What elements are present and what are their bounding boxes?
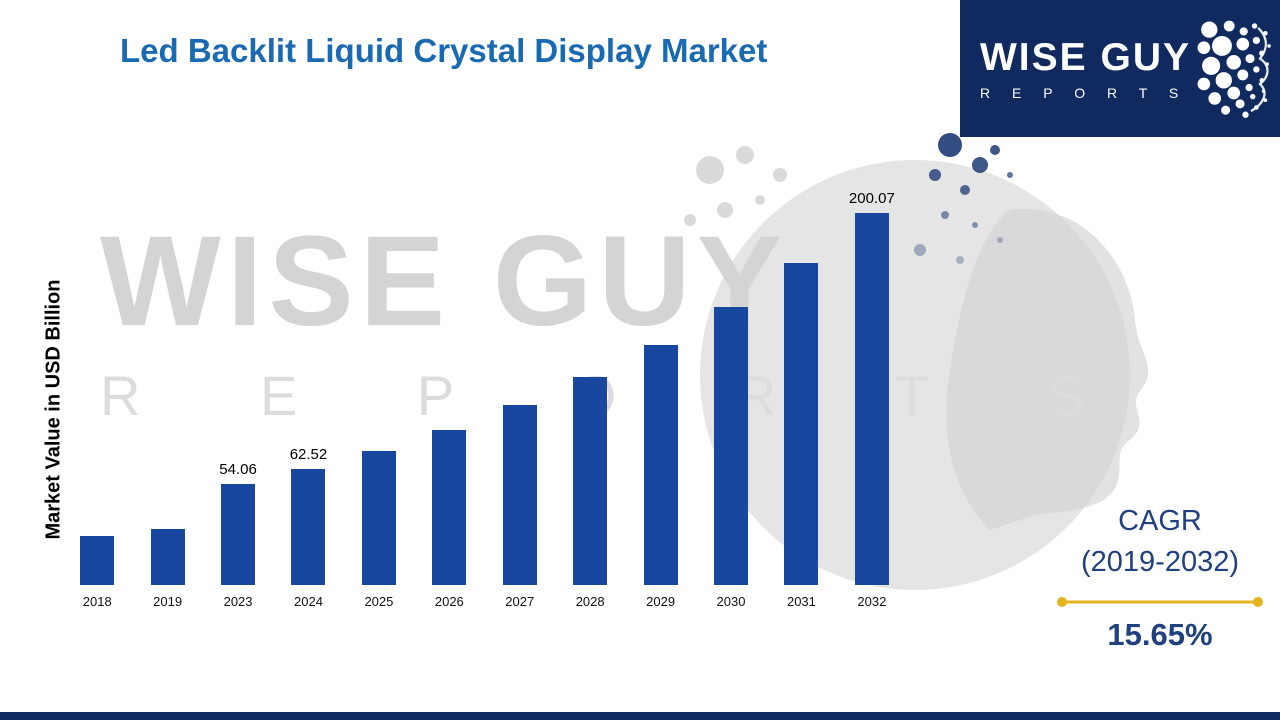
logo: WISE GUY R E P O R T S: [960, 0, 1280, 137]
y-axis-label: Market Value in USD Billion: [42, 279, 65, 540]
bar-group: 2019: [132, 188, 202, 612]
bar: [854, 213, 889, 585]
logo-wordmark: WISE GUY: [980, 36, 1192, 79]
x-tick-label: 2032: [857, 594, 887, 609]
x-tick-label: 2030: [716, 594, 746, 609]
bar-group: 200.07 2032: [837, 188, 907, 612]
bar: [502, 405, 537, 585]
bar: [714, 307, 748, 585]
cagr-value: 15.65%: [1107, 617, 1213, 652]
bar-group: 2018: [62, 188, 132, 612]
bar-group: 2027: [485, 188, 555, 612]
bar-group: 2029: [625, 188, 695, 612]
cagr-label: CAGR: [1118, 505, 1202, 537]
bar-value-label: 62.52: [289, 446, 328, 463]
cagr-block: CAGR (2019-2032) 15.65%: [1040, 505, 1280, 653]
bar: [80, 536, 115, 585]
x-tick-label: 2031: [786, 594, 816, 609]
logo-subtitle: R E P O R T S: [980, 85, 1188, 101]
bar-group: 62.52 2024: [273, 188, 343, 612]
bar-group: 54.06 2023: [203, 188, 273, 612]
bar: [573, 377, 608, 585]
bar-group: 2028: [555, 188, 625, 612]
bar: [150, 529, 185, 585]
x-tick-label: 2026: [434, 594, 464, 609]
x-tick-label: 2018: [82, 594, 112, 609]
logo-face-icon: [1197, 20, 1271, 118]
bar-chart: 2018 2019 54.06 2023 62.52 2024 2025 2026 2027 20…: [62, 188, 907, 612]
bar: [291, 469, 326, 585]
bottom-bar: [0, 712, 1280, 720]
x-tick-label: 2029: [646, 594, 676, 609]
x-tick-label: 2019: [153, 594, 183, 609]
bar-value-label: 54.06: [219, 461, 257, 478]
bar-group: 2031: [766, 188, 836, 612]
x-tick-label: 2024: [294, 594, 323, 609]
cagr-underline-icon: [1057, 597, 1263, 607]
bar-group: 2026: [414, 188, 484, 612]
bar-group: 2030: [696, 188, 766, 612]
bar: [643, 345, 678, 585]
x-tick-label: 2028: [575, 594, 605, 609]
bar: [221, 484, 256, 585]
page-title: Led Backlit Liquid Crystal Display Marke…: [120, 32, 768, 69]
x-tick-label: 2025: [364, 594, 394, 609]
x-tick-label: 2027: [505, 594, 535, 609]
cagr-range: (2019-2032): [1081, 546, 1239, 578]
bar-group: 2025: [344, 188, 414, 612]
x-tick-label: 2023: [223, 594, 253, 609]
bar: [784, 263, 819, 585]
logo-text: WISE GUY R E P O R T S: [980, 36, 1191, 101]
bar: [361, 451, 396, 585]
watermark-line1: WISE GUY: [100, 210, 789, 353]
bar-value-label: 200.07: [848, 190, 895, 207]
bar: [432, 430, 467, 585]
